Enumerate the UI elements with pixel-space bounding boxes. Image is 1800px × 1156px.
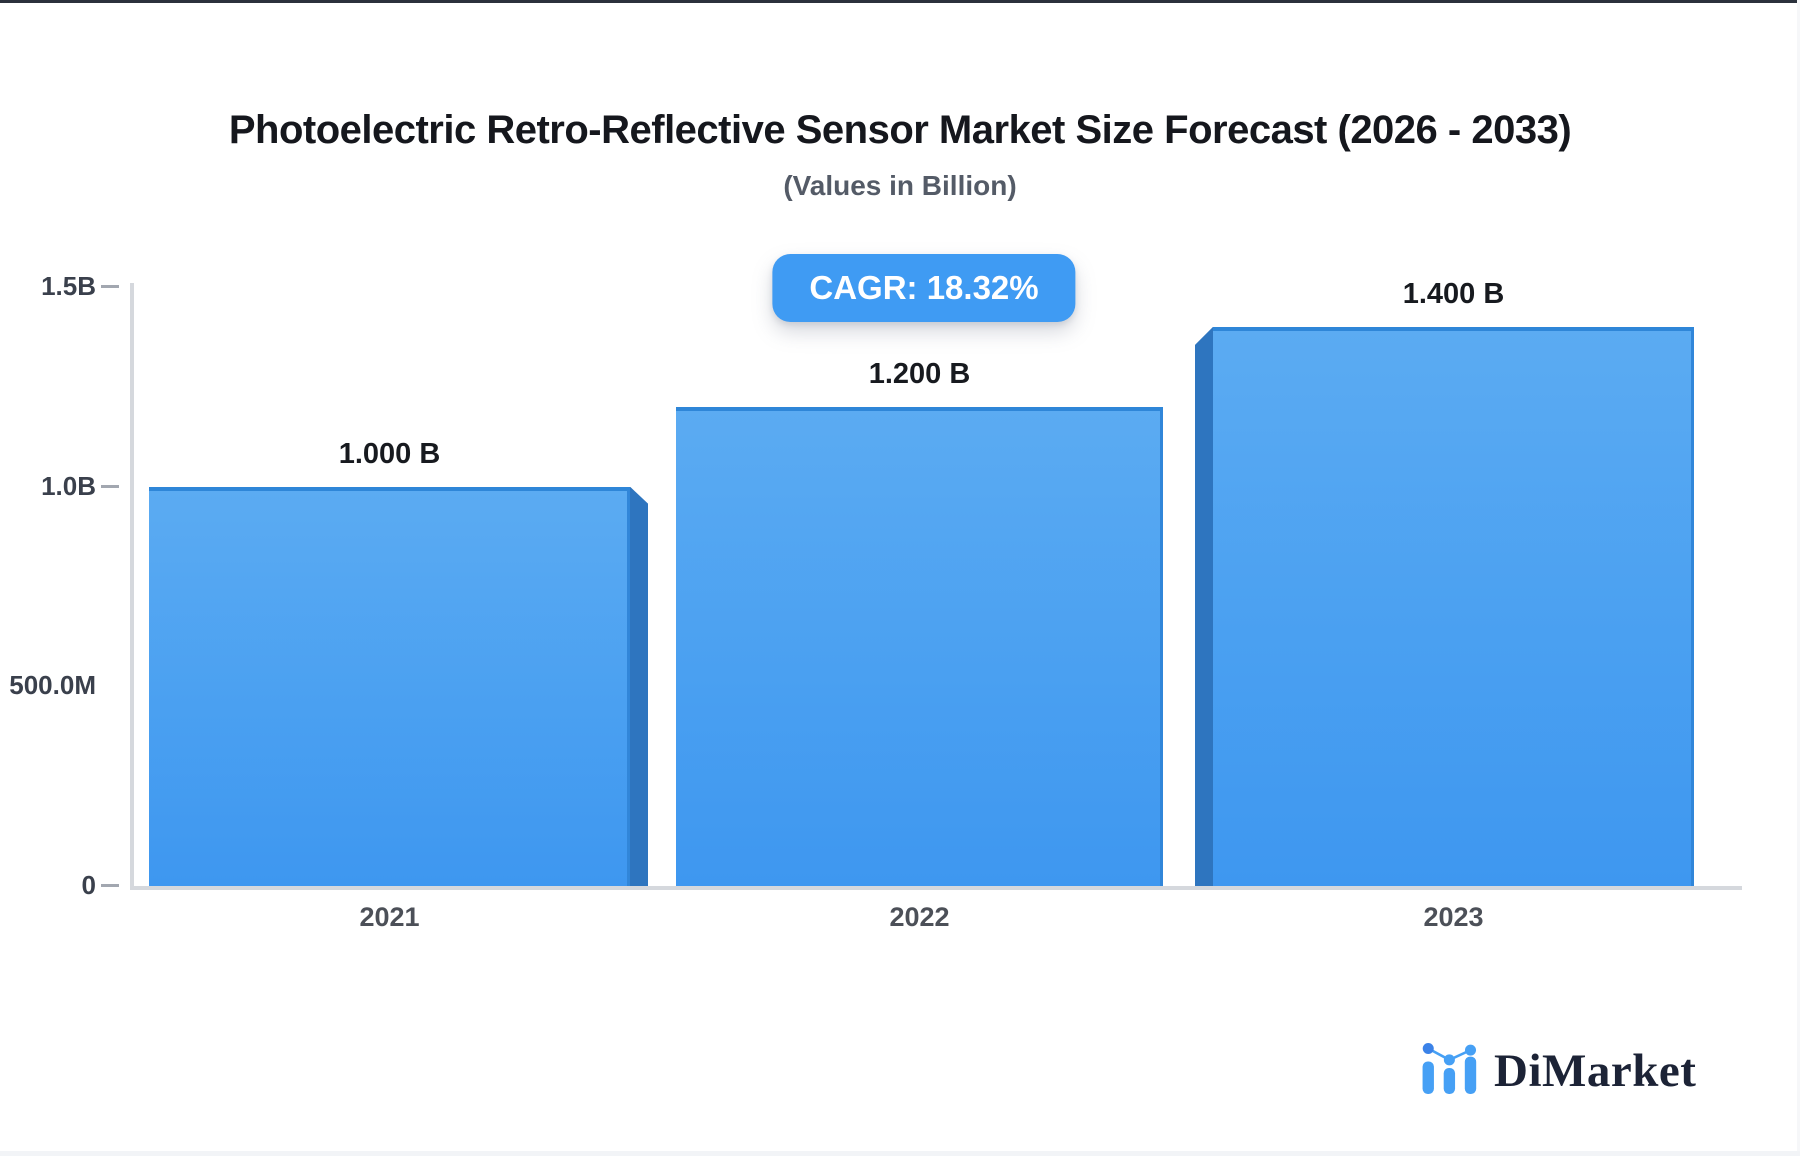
bar-value-label: 1.000 B [338, 437, 441, 470]
y-axis-tick-mark [101, 484, 119, 488]
x-axis-label-2022: 2022 [889, 902, 950, 932]
chart-title: Photoelectric Retro-Reflective Sensor Ma… [228, 108, 1572, 152]
bar-2023[interactable] [1213, 326, 1694, 886]
y-axis-tick-mark [101, 884, 119, 887]
bar-side-panel [1195, 326, 1213, 886]
window-top-border [0, 0, 1800, 3]
y-axis-tick-mark [101, 285, 119, 288]
x-axis-label-2021: 2021 [359, 902, 420, 932]
chart-subtitle: (Values in Billion) [783, 170, 1017, 201]
brand-name: DiMarket [1494, 1044, 1697, 1097]
bar-chart-logo-icon [1420, 1042, 1482, 1099]
cagr-badge: CAGR: 18.32% [772, 254, 1076, 322]
y-axis-tick-label: 500.0M [9, 670, 96, 701]
bar-value-label: 1.400 B [1402, 277, 1505, 310]
y-axis-tick-label: 1.0B [41, 470, 96, 501]
x-axis-label-2023: 2023 [1423, 902, 1484, 932]
brand-logo: DiMarket [1420, 1042, 1696, 1099]
window-bottom-border [0, 1151, 1800, 1156]
y-axis-line [130, 283, 134, 890]
y-axis-tick-label: 0 [81, 870, 96, 900]
bar-2021[interactable] [149, 486, 630, 886]
bar-value-label: 1.200 B [868, 357, 971, 390]
x-axis-line [130, 886, 1742, 890]
bar-side-panel [630, 486, 648, 886]
window-right-border [1797, 0, 1800, 1156]
y-axis-tick-label: 1.5B [41, 271, 96, 301]
bar-2022[interactable] [676, 406, 1163, 886]
